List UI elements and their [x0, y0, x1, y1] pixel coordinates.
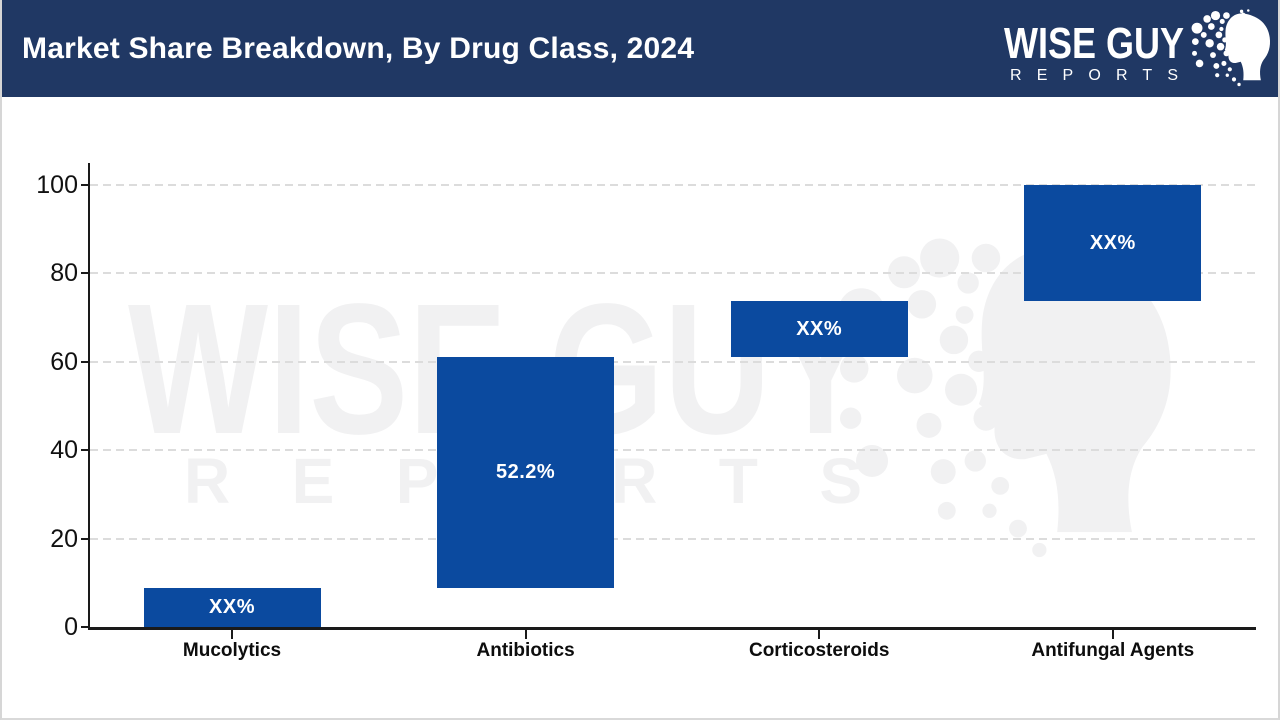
header-bar: Market Share Breakdown, By Drug Class, 2… — [2, 0, 1278, 97]
y-tick-label: 40 — [50, 436, 78, 465]
y-tick-label: 100 — [36, 171, 78, 199]
x-axis-tick — [1111, 630, 1114, 639]
y-axis-tick — [81, 626, 90, 628]
bar-value-label: XX% — [1089, 231, 1136, 254]
x-axis-tick — [231, 630, 233, 639]
gridline — [90, 360, 1256, 363]
category-label: Antibiotics — [476, 640, 575, 661]
y-tick-label: 0 — [64, 613, 78, 641]
bar: 52.2% — [437, 357, 615, 589]
y-axis — [88, 163, 90, 629]
y-axis-tick — [81, 184, 90, 186]
bar: XX% — [730, 301, 908, 358]
x-axis-tick — [818, 630, 821, 639]
y-axis-tick — [81, 272, 90, 275]
y-tick-label: 20 — [50, 524, 78, 553]
logo-text-wiseguy: WISE GUY — [1004, 19, 1184, 68]
gridline — [90, 537, 1256, 540]
category-label: Antifungal Agents — [1031, 640, 1195, 661]
category-label: Corticosteroids — [748, 640, 890, 661]
gridline — [90, 272, 1256, 275]
y-axis-tick — [81, 537, 90, 540]
wiseguy-logo: WISE GUY REPORTS — [1004, 9, 1271, 87]
head-profile-dots-icon — [1191, 9, 1271, 87]
x-axis-tick — [524, 630, 527, 639]
chart-area: WISE GUY REPORTS 020406080100XX%Mucolyti… — [2, 97, 1278, 718]
y-axis-tick — [81, 360, 90, 363]
y-tick-label: 60 — [50, 347, 78, 376]
bar: XX% — [143, 588, 321, 627]
gridline — [90, 449, 1256, 452]
y-tick-label: 80 — [50, 259, 78, 288]
chart-title: Market Share Breakdown, By Drug Class, 2… — [22, 31, 695, 65]
bar-value-label: 52.2% — [495, 461, 556, 484]
y-axis-tick — [81, 449, 90, 452]
x-axis — [88, 627, 1256, 630]
category-label: Mucolytics — [182, 640, 282, 661]
bar-value-label: XX% — [796, 317, 843, 340]
gridline — [90, 184, 1256, 186]
bar: XX% — [1024, 185, 1202, 302]
bar-value-label: XX% — [209, 596, 255, 619]
